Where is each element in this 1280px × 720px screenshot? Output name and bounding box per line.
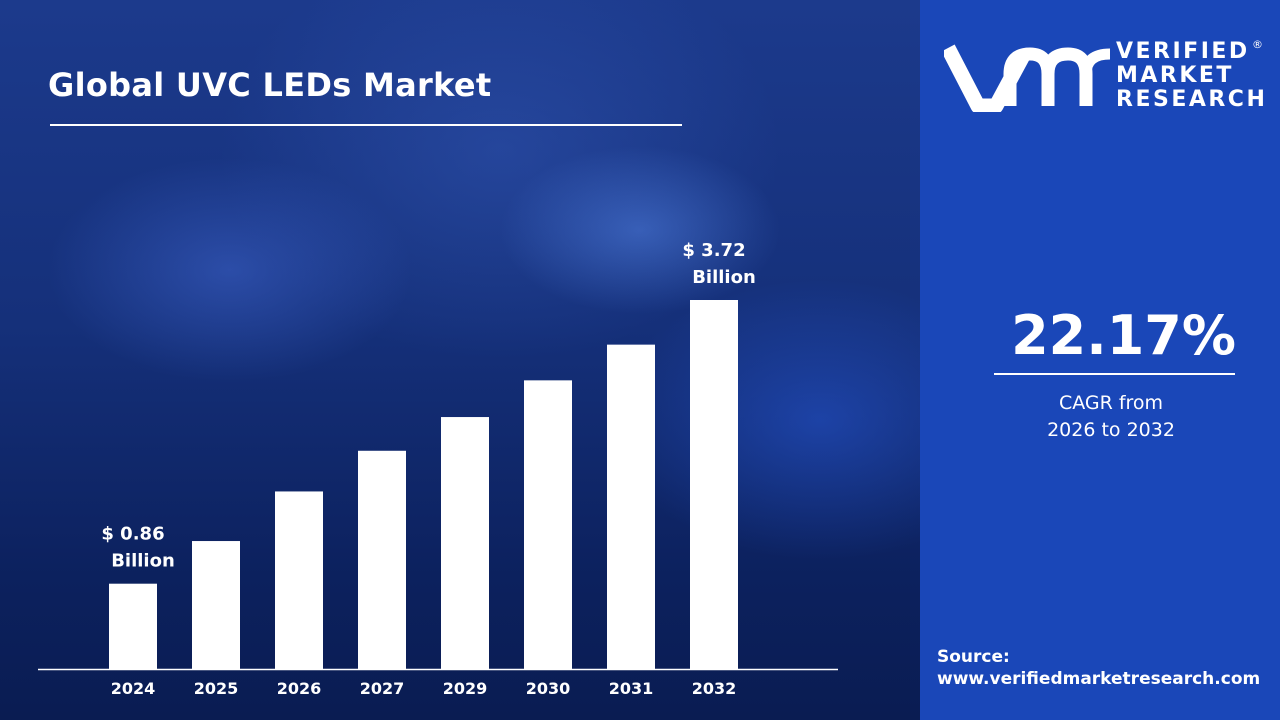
bar-2025 — [192, 541, 240, 669]
source-label: Source: — [937, 647, 1010, 667]
x-tick-label: 2024 — [111, 679, 156, 698]
x-tick-label: 2026 — [277, 679, 322, 698]
bar-2032 — [690, 300, 738, 669]
bar-2030 — [524, 380, 572, 669]
logo-line-verified: VERIFIED — [1116, 39, 1250, 64]
registered-mark: ® — [1252, 38, 1263, 51]
bar-chart: 2024 2025 2026 2027 2029 2030 2031 2032 $ 0.86 Bi… — [0, 0, 920, 720]
x-tick-label: 2025 — [194, 679, 239, 698]
cagr-label: CAGR from 2026 to 2032 — [994, 390, 1228, 444]
cagr-divider — [994, 373, 1235, 375]
bar-2027 — [358, 450, 406, 669]
data-label-unit-2024: Billion — [111, 551, 175, 572]
side-panel — [920, 0, 1280, 720]
logo-line-research: RESEARCH — [1116, 87, 1268, 112]
logo-text: VERIFIED MARKET RESEARCH — [1116, 40, 1267, 112]
page-title: Global UVC LEDs Market — [48, 66, 492, 104]
cagr-label-line2: 2026 to 2032 — [1047, 419, 1175, 441]
x-tick-label: 2030 — [526, 679, 571, 698]
bar-2026 — [275, 491, 323, 669]
data-label-unit-2032: Billion — [692, 267, 756, 288]
cagr-label-line1: CAGR from — [1058, 392, 1164, 414]
source-url: www.verifiedmarketresearch.com — [937, 669, 1261, 689]
bar-2031 — [607, 344, 655, 669]
logo-line-market: MARKET — [1116, 63, 1234, 88]
x-tick-label: 2027 — [360, 679, 405, 698]
bar-2029 — [441, 417, 489, 669]
x-tick-label: 2029 — [443, 679, 488, 698]
cagr-value: 22.17% — [1011, 304, 1236, 367]
source: Source: www.verifiedmarketresearch.com — [937, 646, 1260, 690]
bar-2024 — [109, 583, 157, 669]
vmr-logo-icon — [944, 44, 1111, 112]
data-label-2032: $ 3.72 — [682, 240, 745, 261]
x-tick-label: 2032 — [692, 679, 737, 698]
data-label-2024: $ 0.86 — [101, 524, 164, 545]
x-tick-label: 2031 — [609, 679, 654, 698]
title-divider — [50, 124, 682, 126]
